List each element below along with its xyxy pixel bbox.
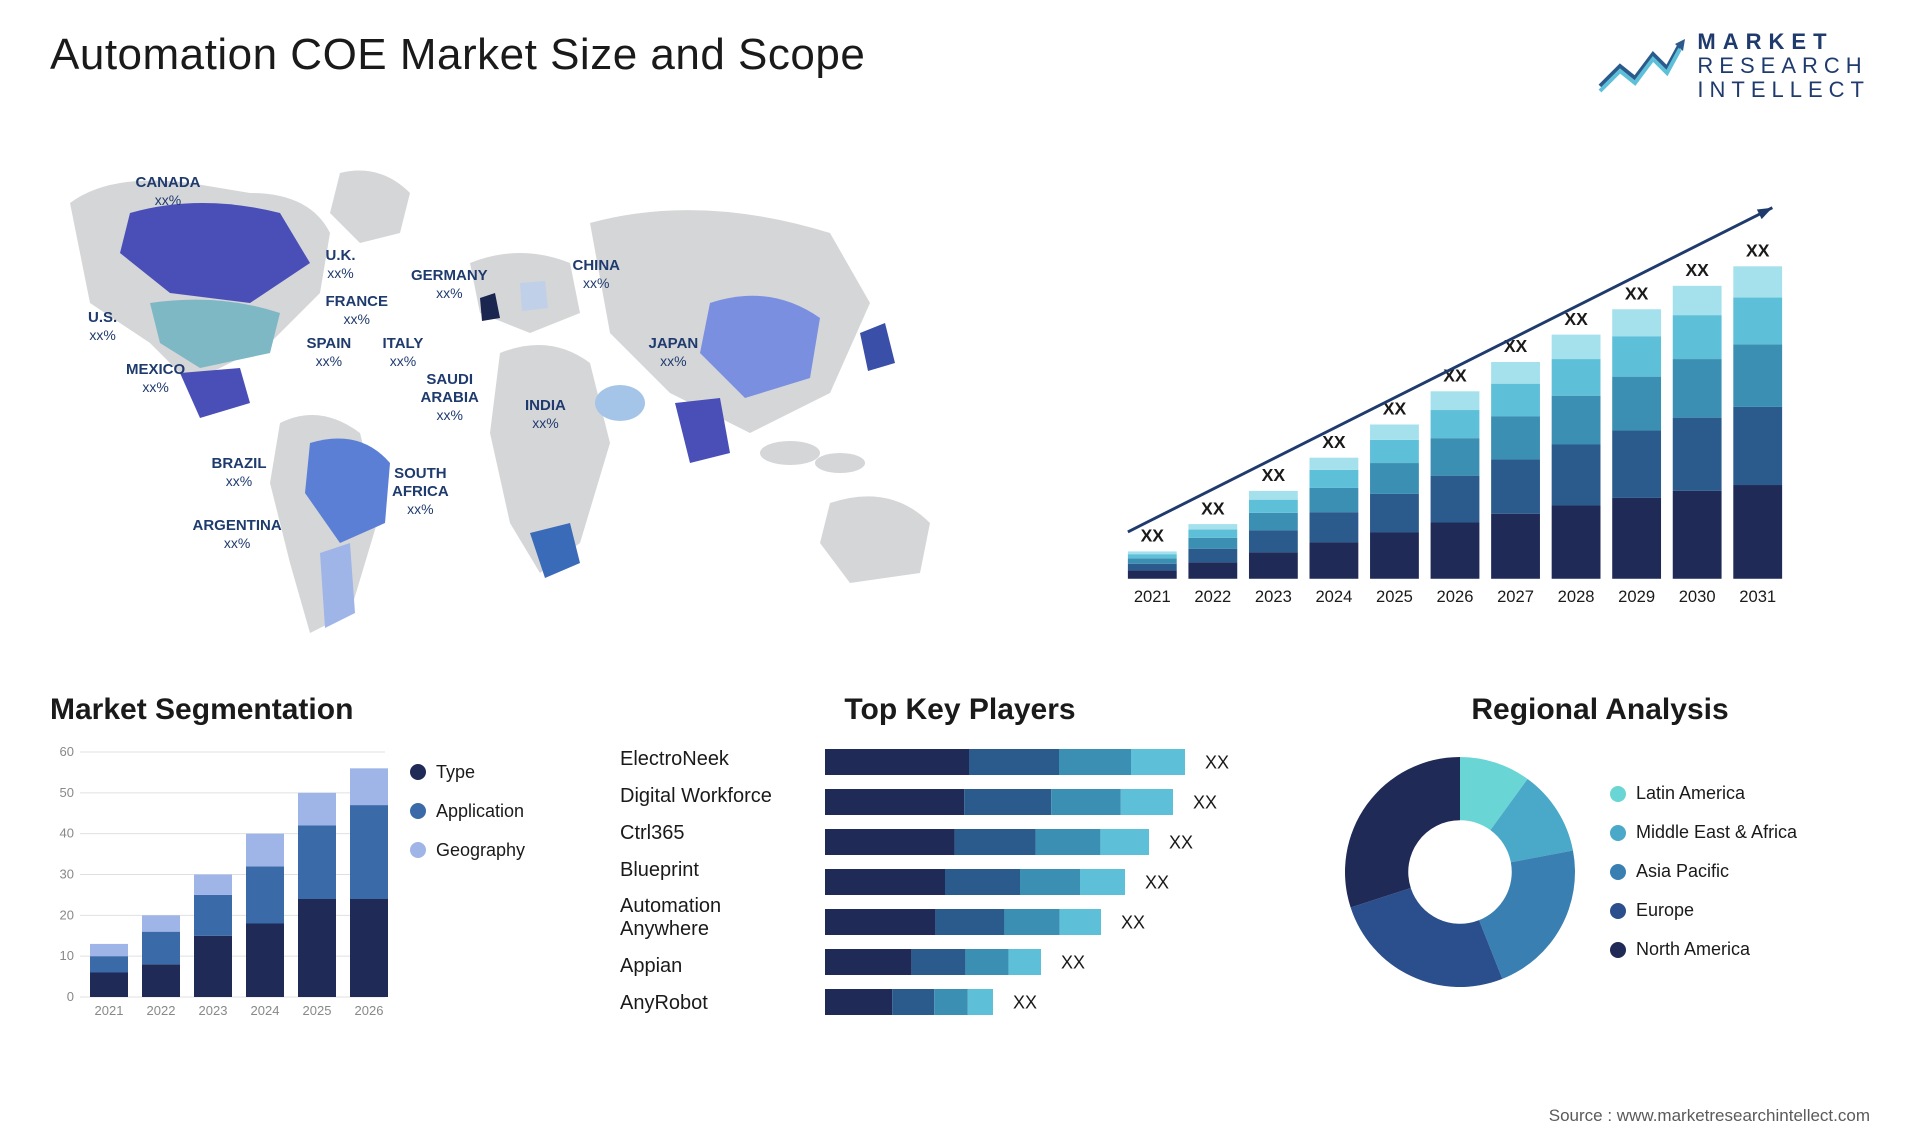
map-country-label: MEXICOxx% [126, 361, 185, 396]
segmentation-legend: Type Application Geography [410, 742, 590, 1022]
svg-text:2022: 2022 [147, 1003, 176, 1018]
region-legend-item: Asia Pacific [1610, 861, 1870, 882]
bottom-row: Market Segmentation 0 10 20 30 40 50 60 2021 202… [50, 693, 1870, 1022]
svg-text:2021: 2021 [95, 1003, 124, 1018]
svg-text:2024: 2024 [251, 1003, 280, 1018]
forecast-chart: XX 2021 XX 2022 XX 2023 XX 2024 XX 2025 XX 2026 XX 20… [1040, 143, 1870, 663]
players-title: Top Key Players [620, 693, 1300, 727]
segmentation-legend-item: Type [410, 762, 590, 783]
segmentation-title: Market Segmentation [50, 693, 590, 727]
player-name: Automation Anywhere [620, 895, 810, 941]
svg-text:0: 0 [67, 989, 74, 1004]
logo-line-1: MARKET [1697, 30, 1870, 54]
page-title: Automation COE Market Size and Scope [50, 30, 865, 80]
segmentation-legend-item: Application [410, 801, 590, 822]
svg-text:40: 40 [60, 825, 74, 840]
player-name: Blueprint [620, 859, 810, 882]
player-name: ElectroNeek [620, 748, 810, 771]
svg-text:XX: XX [1504, 336, 1528, 356]
svg-text:50: 50 [60, 784, 74, 799]
svg-text:2023: 2023 [199, 1003, 228, 1018]
segmentation-legend-item: Geography [410, 840, 590, 861]
logo-text: MARKET RESEARCH INTELLECT [1697, 30, 1870, 103]
svg-text:XX: XX [1262, 465, 1286, 485]
region-legend: Latin America Middle East & Africa Asia Pa… [1610, 783, 1870, 960]
svg-text:XX: XX [1193, 792, 1217, 812]
map-country-label: SOUTHAFRICAxx% [392, 465, 449, 518]
player-name: Digital Workforce [620, 785, 810, 808]
map-country-label: U.S.xx% [88, 309, 117, 344]
svg-text:10: 10 [60, 948, 74, 963]
svg-text:2027: 2027 [1497, 587, 1534, 606]
svg-text:XX: XX [1201, 498, 1225, 518]
logo-mark-icon [1595, 36, 1685, 96]
svg-text:2021: 2021 [1134, 587, 1171, 606]
map-country-label: U.K.xx% [326, 247, 356, 282]
top-row: CANADAxx% U.S.xx% MEXICOxx% BRAZILxx% ARGENT… [50, 143, 1870, 663]
svg-text:2023: 2023 [1255, 587, 1292, 606]
svg-text:2026: 2026 [355, 1003, 384, 1018]
svg-text:XX: XX [1141, 525, 1165, 545]
brand-logo: MARKET RESEARCH INTELLECT [1595, 30, 1870, 103]
map-country-label: ITALYxx% [383, 335, 424, 370]
region-legend-item: Middle East & Africa [1610, 822, 1870, 843]
map-country-label: INDIAxx% [525, 397, 566, 432]
header: Automation COE Market Size and Scope MAR… [50, 30, 1870, 103]
svg-text:XX: XX [1205, 752, 1229, 772]
source-label: Source : www.marketresearchintellect.com [1549, 1106, 1870, 1126]
player-name: AnyRobot [620, 992, 810, 1015]
map-country-label: GERMANYxx% [411, 267, 488, 302]
svg-text:2030: 2030 [1679, 587, 1716, 606]
map-country-label: SPAINxx% [307, 335, 352, 370]
svg-text:XX: XX [1322, 431, 1346, 451]
svg-text:XX: XX [1013, 992, 1037, 1012]
map-country-label: BRAZILxx% [212, 455, 267, 490]
logo-line-2: RESEARCH [1697, 54, 1870, 78]
svg-text:XX: XX [1625, 283, 1649, 303]
map-country-label: CANADAxx% [136, 174, 201, 209]
svg-text:XX: XX [1061, 952, 1085, 972]
svg-text:XX: XX [1121, 912, 1145, 932]
svg-text:XX: XX [1169, 832, 1193, 852]
player-name: Appian [620, 955, 810, 978]
segmentation-panel: Market Segmentation 0 10 20 30 40 50 60 2021 202… [50, 693, 590, 1022]
svg-text:2025: 2025 [1376, 587, 1413, 606]
map-country-label: JAPANxx% [649, 335, 699, 370]
svg-text:20: 20 [60, 907, 74, 922]
region-legend-item: Latin America [1610, 783, 1870, 804]
player-name: Ctrl365 [620, 822, 810, 845]
svg-text:XX: XX [1746, 240, 1770, 260]
svg-text:XX: XX [1685, 260, 1709, 280]
svg-text:2031: 2031 [1739, 587, 1776, 606]
world-map-panel: CANADAxx% U.S.xx% MEXICOxx% BRAZILxx% ARGENT… [50, 143, 1000, 663]
map-country-label: ARGENTINAxx% [193, 517, 282, 552]
region-legend-item: North America [1610, 939, 1870, 960]
svg-text:XX: XX [1145, 872, 1169, 892]
map-country-label: SAUDIARABIAxx% [421, 371, 479, 424]
svg-text:60: 60 [60, 744, 74, 759]
players-labels: ElectroNeek Digital Workforce Ctrl365 Bluep… [620, 742, 810, 1022]
players-chart: XXXXXXXXXXXXXX [820, 742, 1300, 1022]
region-legend-item: Europe [1610, 900, 1870, 921]
region-panel: Regional Analysis Latin America Middle Ea… [1330, 693, 1870, 1022]
map-country-label: CHINAxx% [573, 257, 621, 292]
segmentation-chart: 0 10 20 30 40 50 60 2021 2022 2023 2024 2025 2026 [50, 742, 390, 1022]
region-donut-chart [1330, 742, 1590, 1002]
svg-text:2026: 2026 [1437, 587, 1474, 606]
svg-text:2022: 2022 [1194, 587, 1231, 606]
logo-line-3: INTELLECT [1697, 78, 1870, 102]
svg-text:30: 30 [60, 866, 74, 881]
svg-text:2028: 2028 [1558, 587, 1595, 606]
players-panel: Top Key Players ElectroNeek Digital Workf… [620, 693, 1300, 1022]
map-country-label: FRANCExx% [326, 293, 389, 328]
region-title: Regional Analysis [1330, 693, 1870, 727]
svg-text:2024: 2024 [1315, 587, 1352, 606]
svg-text:2029: 2029 [1618, 587, 1655, 606]
svg-text:2025: 2025 [303, 1003, 332, 1018]
